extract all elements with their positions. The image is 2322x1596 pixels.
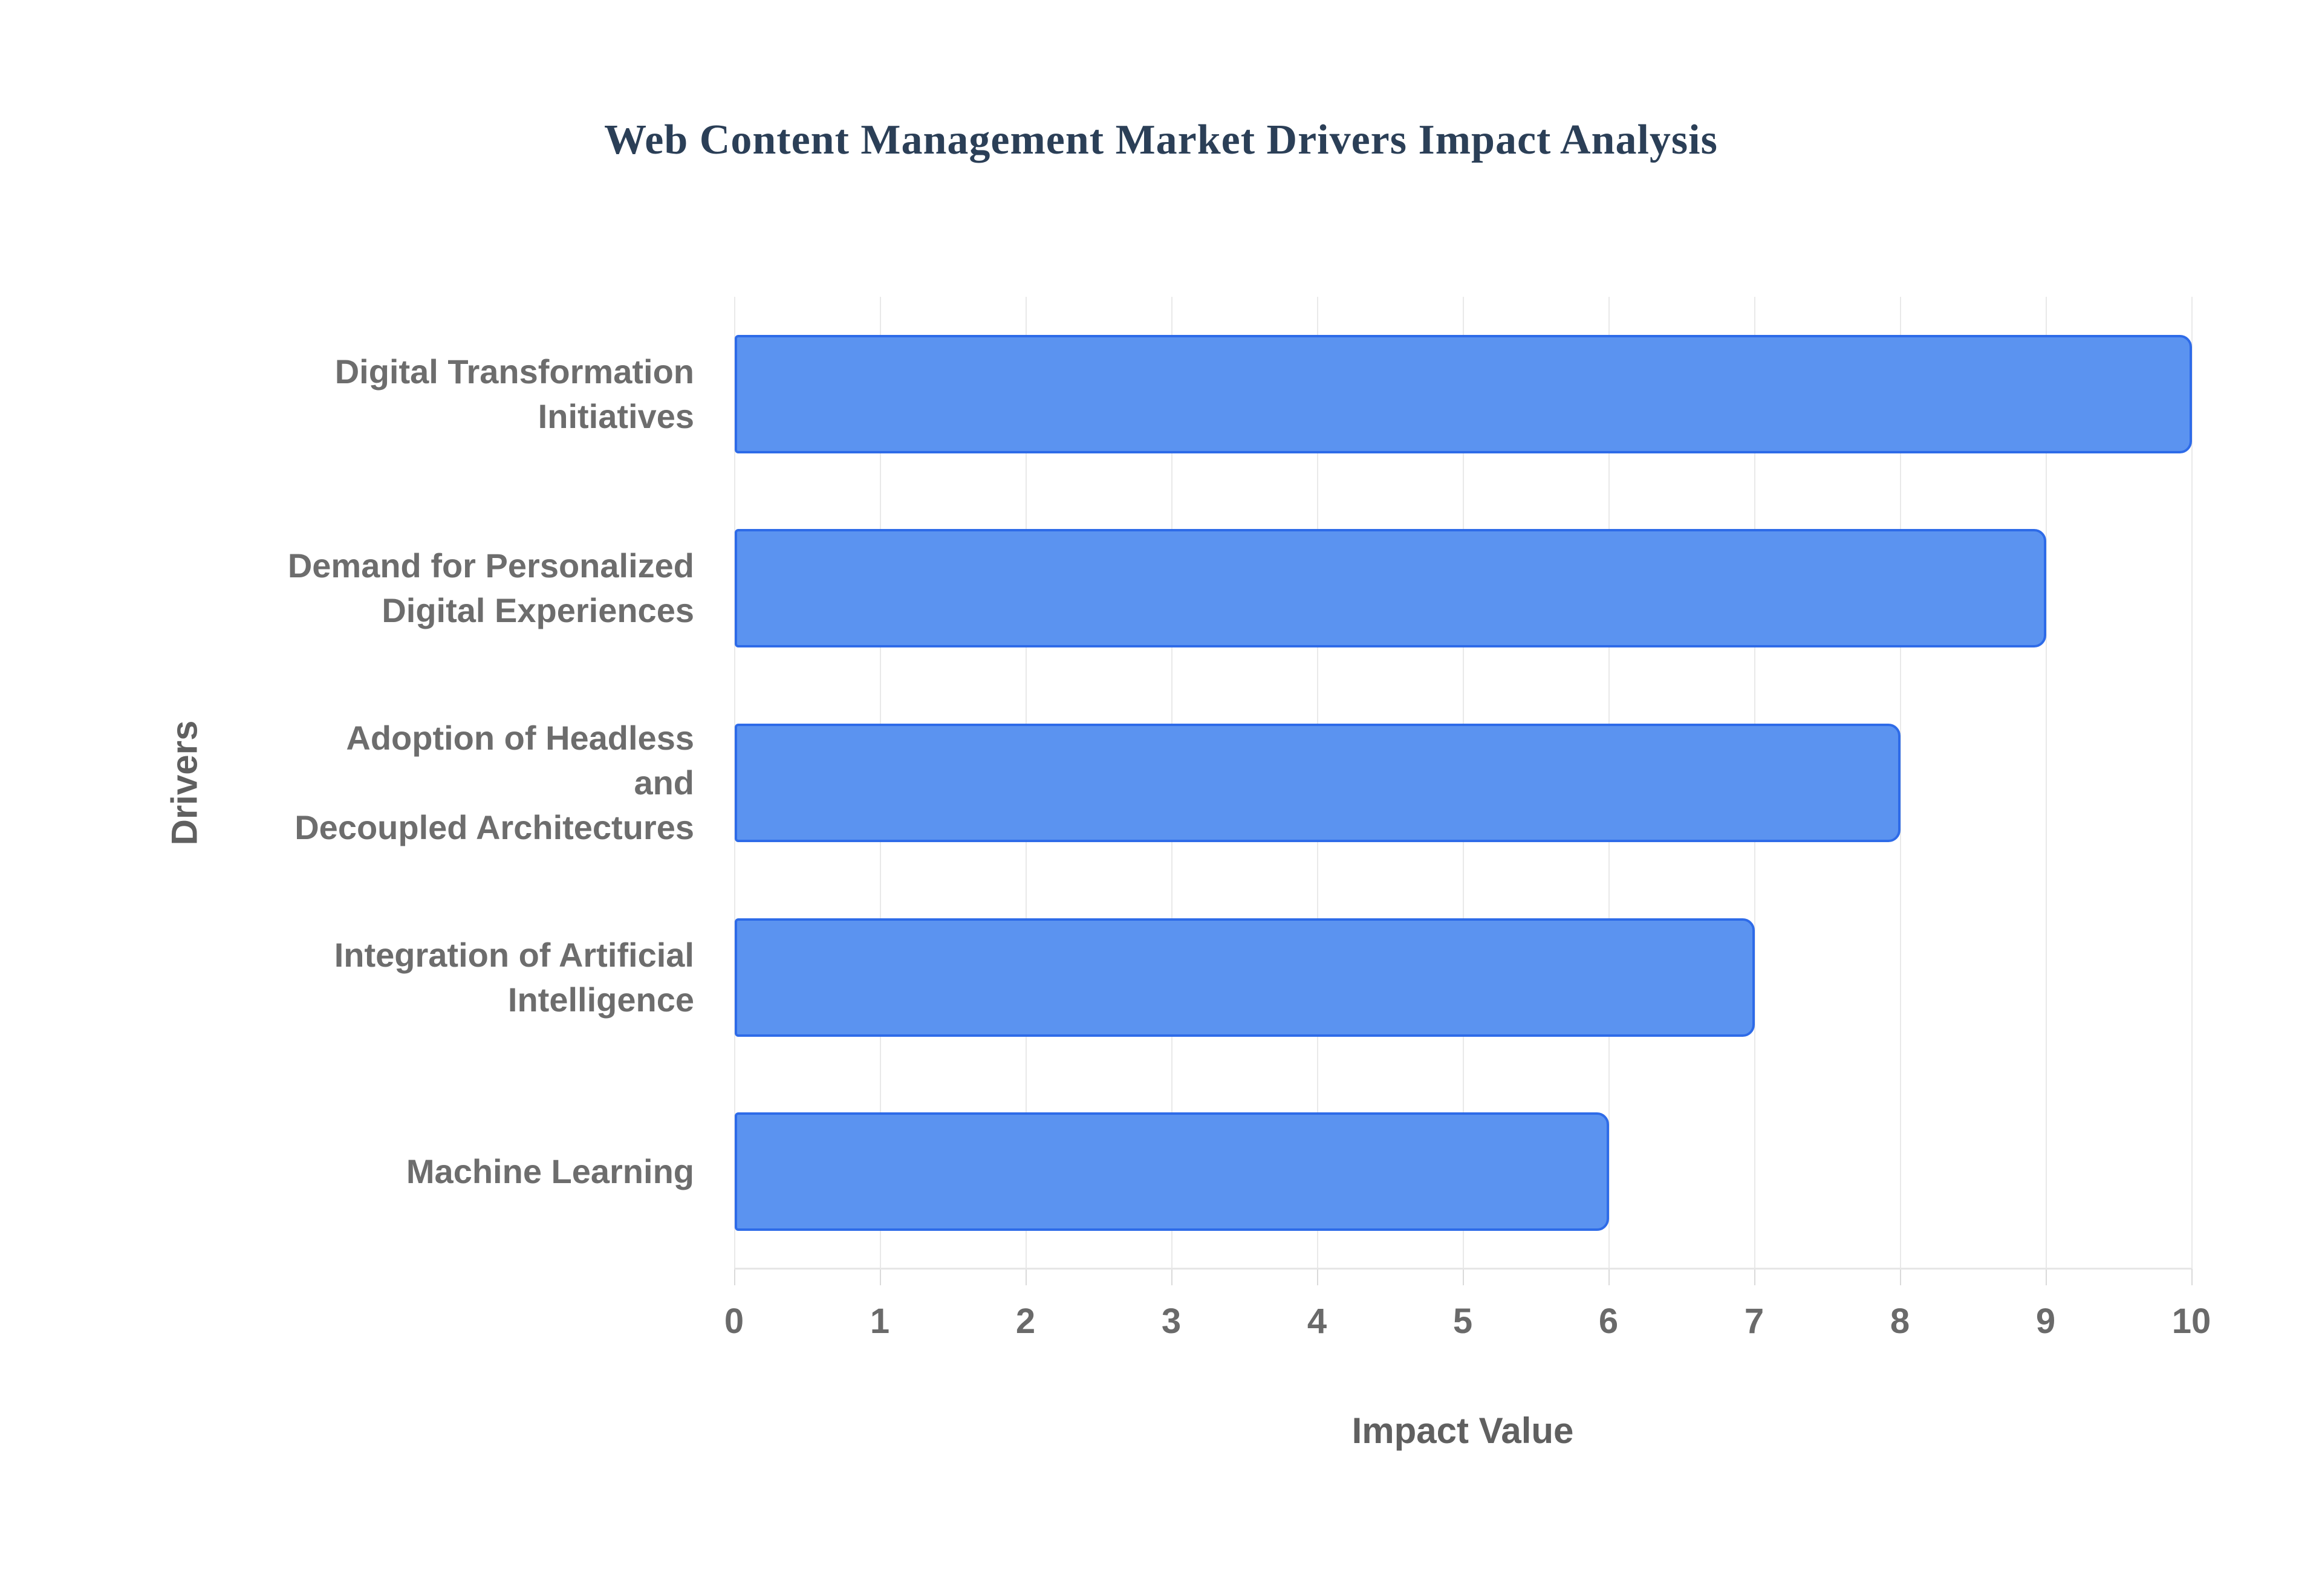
x-tick-label-2: 2: [1015, 1302, 1036, 1341]
category-label: Integration of Artificial Intelligence: [334, 936, 694, 1019]
x-tick-label-4: 4: [1307, 1302, 1327, 1341]
chart-title: Web Content Management Market Drivers Im…: [604, 117, 1718, 163]
tick-mark-x-9: [2046, 1269, 2047, 1285]
tick-mark-x-1: [880, 1269, 881, 1285]
category-label: Machine Learning: [406, 1152, 694, 1191]
tick-mark-x-0: [734, 1269, 735, 1285]
bar[interactable]: [735, 529, 2046, 647]
bar[interactable]: [735, 724, 1901, 842]
x-axis-baseline: [734, 1268, 2191, 1270]
x-tick-label-3: 3: [1161, 1302, 1182, 1341]
tick-mark-x-5: [1463, 1269, 1464, 1285]
tick-mark-x-4: [1317, 1269, 1318, 1285]
tick-mark-x-6: [1608, 1269, 1610, 1285]
x-tick-label-6: 6: [1598, 1302, 1619, 1341]
tick-mark-x-3: [1171, 1269, 1172, 1285]
x-tick-label-0: 0: [724, 1302, 744, 1341]
gridline-x-9: [2046, 297, 2047, 1269]
gridline-x-8: [1900, 297, 1901, 1269]
tick-mark-x-10: [2191, 1269, 2193, 1285]
x-tick-label-1: 1: [870, 1302, 890, 1341]
x-tick-label-8: 8: [1890, 1302, 1910, 1341]
plot-area: [734, 297, 2193, 1285]
tick-mark-x-8: [1900, 1269, 1901, 1285]
bar[interactable]: [735, 918, 1755, 1037]
gridline-x-10: [2191, 297, 2193, 1269]
x-axis-title: Impact Value: [1351, 1410, 1574, 1451]
tick-mark-x-7: [1754, 1269, 1755, 1285]
x-tick-label-7: 7: [1744, 1302, 1764, 1341]
category-label: Adoption of Headless and Decoupled Archit…: [294, 719, 694, 846]
x-tick-label-10: 10: [2171, 1302, 2211, 1341]
bar[interactable]: [735, 335, 2192, 453]
category-label: Digital Transformation Initiatives: [334, 352, 694, 435]
tick-mark-x-2: [1026, 1269, 1027, 1285]
x-tick-label-9: 9: [2035, 1302, 2056, 1341]
category-label: Demand for Personalized Digital Experienc…: [287, 547, 694, 629]
x-tick-label-5: 5: [1452, 1302, 1473, 1341]
y-axis-title: Drivers: [164, 720, 205, 846]
bar[interactable]: [735, 1112, 1609, 1231]
